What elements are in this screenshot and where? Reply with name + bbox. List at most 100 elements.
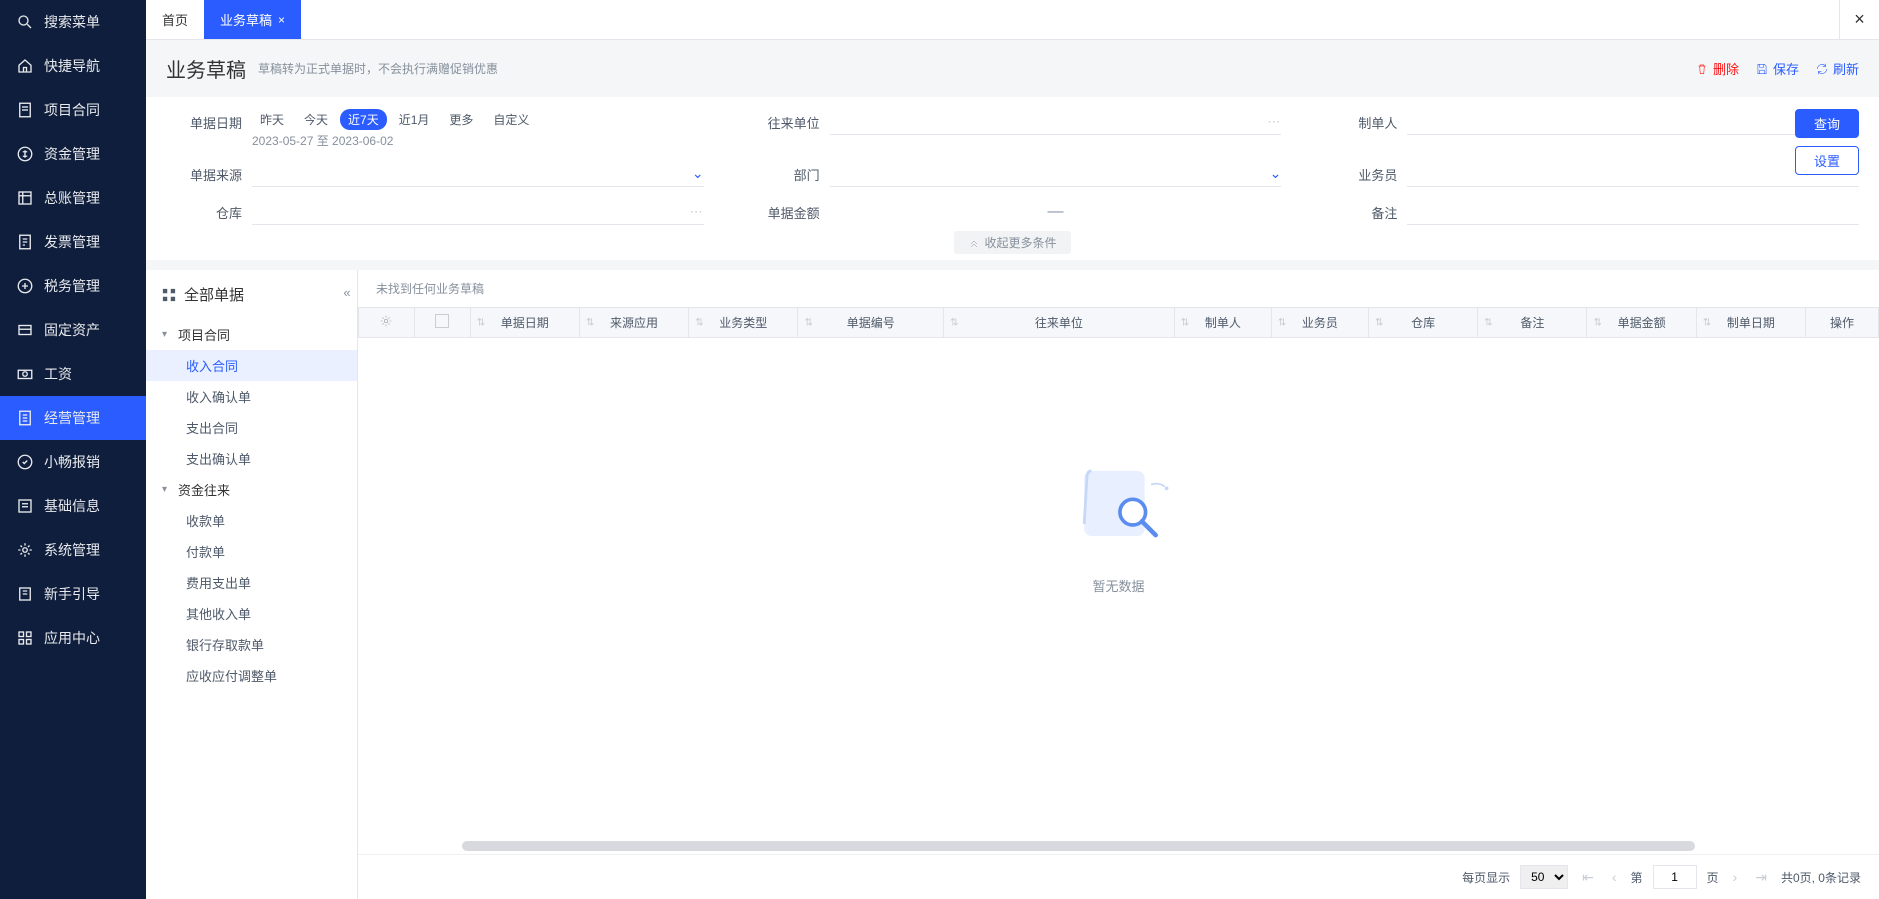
sidebar-item-4[interactable]: 总账管理 (0, 176, 146, 220)
sort-icon[interactable]: ⇅ (1484, 317, 1492, 328)
page-title: 业务草稿 (166, 54, 246, 83)
tree-item-1-1[interactable]: 付款单 (146, 536, 357, 567)
tab-1[interactable]: 业务草稿× (204, 0, 301, 39)
tree-group-0[interactable]: ▾项目合同 (146, 319, 357, 350)
first-page-button[interactable]: ⇤ (1578, 869, 1598, 886)
sidebar-item-11[interactable]: 基础信息 (0, 484, 146, 528)
column-header-8[interactable]: ⇅备注 (1478, 308, 1587, 338)
sort-icon[interactable]: ⇅ (1278, 317, 1286, 328)
sidebar-item-13[interactable]: 新手引导 (0, 572, 146, 616)
prev-page-button[interactable]: ‹ (1608, 869, 1621, 885)
column-settings-button[interactable] (359, 308, 415, 338)
tree-item-0-0[interactable]: 收入合同 (146, 350, 357, 381)
column-label: 往来单位 (1035, 316, 1083, 330)
source-select[interactable]: ⌄ (252, 161, 704, 187)
date-tag-4[interactable]: 更多 (441, 109, 481, 130)
page-input[interactable] (1653, 865, 1697, 889)
refresh-button[interactable]: 刷新 (1815, 59, 1859, 78)
column-header-11[interactable]: 操作 (1805, 308, 1878, 338)
column-header-2[interactable]: ⇅业务类型 (689, 308, 798, 338)
tree-title: 全部单据 (184, 284, 244, 305)
sort-icon[interactable]: ⇅ (695, 317, 703, 328)
sidebar-item-0[interactable]: 搜索菜单 (0, 0, 146, 44)
tab-label: 首页 (162, 10, 188, 29)
collapse-filters-button[interactable]: 收起更多条件 (954, 231, 1070, 254)
sidebar-item-3[interactable]: 资金管理 (0, 132, 146, 176)
filter-salesman: 业务员 ⋯ (1321, 161, 1859, 187)
tree-item-1-5[interactable]: 应收应付调整单 (146, 660, 357, 691)
close-icon[interactable]: × (278, 13, 285, 27)
info-icon (16, 497, 34, 515)
close-all-tabs-button[interactable]: × (1839, 0, 1879, 39)
column-header-5[interactable]: ⇅ 制单人 (1174, 308, 1271, 338)
column-header-1[interactable]: ⇅来源应用 (579, 308, 688, 338)
tree-item-1-0[interactable]: 收款单 (146, 505, 357, 536)
sort-icon[interactable]: ⇅ (1181, 317, 1189, 328)
filter-partner-label: 往来单位 (744, 109, 830, 132)
tree-item-1-3[interactable]: 其他收入单 (146, 598, 357, 629)
date-tag-5[interactable]: 自定义 (485, 109, 537, 130)
tree-item-0-3[interactable]: 支出确认单 (146, 443, 357, 474)
sort-icon[interactable]: ⇅ (804, 317, 812, 328)
sort-icon[interactable]: ⇅ (950, 317, 958, 328)
sort-icon[interactable]: ⇅ (477, 317, 485, 328)
department-select[interactable]: ⌄ (830, 161, 1282, 187)
sidebar-item-label: 应用中心 (44, 628, 100, 648)
sidebar-item-6[interactable]: 税务管理 (0, 264, 146, 308)
sidebar-item-10[interactable]: 小畅报销 (0, 440, 146, 484)
creator-input[interactable]: ⌄ (1407, 109, 1859, 135)
settings-button[interactable]: 设置 (1795, 146, 1859, 175)
sort-icon[interactable]: ⇅ (1593, 317, 1601, 328)
partner-input[interactable]: ⋯ (830, 109, 1282, 135)
sidebar-item-label: 快捷导航 (44, 56, 100, 76)
sidebar-item-label: 经营管理 (44, 408, 100, 428)
sidebar-item-2[interactable]: 项目合同 (0, 88, 146, 132)
salesman-input[interactable]: ⋯ (1407, 161, 1859, 187)
sidebar-item-12[interactable]: 系统管理 (0, 528, 146, 572)
tree-item-1-2[interactable]: 费用支出单 (146, 567, 357, 598)
sort-icon[interactable]: ⇅ (586, 317, 594, 328)
query-button[interactable]: 查询 (1795, 109, 1859, 138)
sort-icon[interactable]: ⇅ (1375, 317, 1383, 328)
last-page-button[interactable]: ⇥ (1751, 869, 1771, 886)
sidebar-item-1[interactable]: 快捷导航 (0, 44, 146, 88)
tree-group-1[interactable]: ▾资金往来 (146, 474, 357, 505)
sidebar-item-14[interactable]: 应用中心 (0, 616, 146, 660)
date-tag-3[interactable]: 近1月 (391, 109, 438, 130)
column-label: 制单人 (1205, 316, 1241, 330)
column-header-0[interactable]: ⇅单据日期 (470, 308, 579, 338)
page-suffix: 页 (1707, 869, 1719, 886)
ledger-icon (16, 189, 34, 207)
filter-date: 单据日期 昨天今天近7天近1月更多自定义 2023-05-27 至 2023-0… (166, 109, 704, 149)
horizontal-scrollbar[interactable] (372, 838, 1865, 854)
sort-icon[interactable]: ⇅ (1703, 317, 1711, 328)
next-page-button[interactable]: › (1729, 869, 1742, 885)
page-subtitle: 草稿转为正式单据时，不会执行满赠促销优惠 (258, 60, 498, 77)
sidebar-item-9[interactable]: 经营管理 (0, 396, 146, 440)
tree-item-0-1[interactable]: 收入确认单 (146, 381, 357, 412)
column-header-4[interactable]: ⇅ 往来单位 (944, 308, 1175, 338)
sidebar-item-7[interactable]: 固定资产 (0, 308, 146, 352)
column-header-3[interactable]: ⇅单据编号 (798, 308, 944, 338)
sidebar-item-8[interactable]: 工资 (0, 352, 146, 396)
tree-item-1-4[interactable]: 银行存取款单 (146, 629, 357, 660)
warehouse-input[interactable]: ⋯ (252, 199, 704, 225)
tree-item-0-2[interactable]: 支出合同 (146, 412, 357, 443)
tabbar: 首页业务草稿× × (146, 0, 1879, 40)
column-header-6[interactable]: ⇅业务员 (1271, 308, 1368, 338)
tab-0[interactable]: 首页 (146, 0, 204, 39)
column-header-7[interactable]: ⇅仓库 (1368, 308, 1477, 338)
date-tag-2[interactable]: 近7天 (340, 109, 387, 130)
date-tag-0[interactable]: 昨天 (252, 109, 292, 130)
collapse-tree-button[interactable]: « (337, 282, 357, 302)
remark-input[interactable] (1407, 199, 1859, 225)
select-all-checkbox[interactable] (414, 308, 470, 338)
column-header-10[interactable]: ⇅制单日期 (1696, 308, 1805, 338)
sidebar-item-5[interactable]: 发票管理 (0, 220, 146, 264)
date-tag-1[interactable]: 今天 (296, 109, 336, 130)
save-button[interactable]: 保存 (1755, 59, 1799, 78)
per-page-select[interactable]: 50 (1520, 865, 1568, 889)
tree-group-label: 资金往来 (178, 480, 230, 499)
delete-button[interactable]: 删除 (1695, 59, 1739, 78)
column-header-9[interactable]: ⇅单据金额 (1587, 308, 1696, 338)
